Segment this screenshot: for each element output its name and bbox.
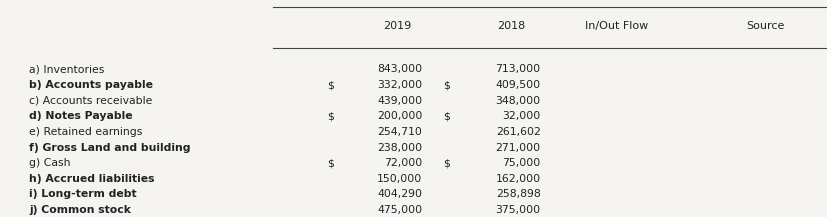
- Text: 258,898: 258,898: [495, 189, 540, 199]
- Text: $: $: [442, 111, 449, 121]
- Text: $: $: [327, 158, 333, 168]
- Text: $: $: [327, 111, 333, 121]
- Text: h) Accrued liabilities: h) Accrued liabilities: [29, 174, 155, 184]
- Text: $: $: [442, 158, 449, 168]
- Text: 404,290: 404,290: [377, 189, 422, 199]
- Text: 162,000: 162,000: [495, 174, 540, 184]
- Text: 439,000: 439,000: [377, 96, 422, 106]
- Text: 75,000: 75,000: [502, 158, 540, 168]
- Text: a) Inventories: a) Inventories: [29, 64, 104, 74]
- Text: 348,000: 348,000: [495, 96, 540, 106]
- Text: 254,710: 254,710: [377, 127, 422, 137]
- Text: j) Common stock: j) Common stock: [29, 205, 131, 215]
- Text: d) Notes Payable: d) Notes Payable: [29, 111, 132, 121]
- Text: $: $: [442, 80, 449, 90]
- Text: b) Accounts payable: b) Accounts payable: [29, 80, 153, 90]
- Text: g) Cash: g) Cash: [29, 158, 70, 168]
- Text: i) Long-term debt: i) Long-term debt: [29, 189, 136, 199]
- Text: 375,000: 375,000: [495, 205, 540, 215]
- Text: c) Accounts receivable: c) Accounts receivable: [29, 96, 152, 106]
- Text: 200,000: 200,000: [376, 111, 422, 121]
- Text: Source: Source: [746, 21, 784, 31]
- Text: 713,000: 713,000: [495, 64, 540, 74]
- Text: f) Gross Land and building: f) Gross Land and building: [29, 143, 190, 153]
- Text: 150,000: 150,000: [376, 174, 422, 184]
- Text: $: $: [327, 80, 333, 90]
- Text: 2018: 2018: [497, 21, 525, 31]
- Text: 238,000: 238,000: [377, 143, 422, 153]
- Text: 843,000: 843,000: [377, 64, 422, 74]
- Text: 32,000: 32,000: [502, 111, 540, 121]
- Text: 475,000: 475,000: [377, 205, 422, 215]
- Text: 332,000: 332,000: [377, 80, 422, 90]
- Text: In/Out Flow: In/Out Flow: [585, 21, 648, 31]
- Text: 2019: 2019: [383, 21, 411, 31]
- Text: 409,500: 409,500: [495, 80, 540, 90]
- Text: e) Retained earnings: e) Retained earnings: [29, 127, 142, 137]
- Text: 261,602: 261,602: [495, 127, 540, 137]
- Text: 72,000: 72,000: [384, 158, 422, 168]
- Text: 271,000: 271,000: [495, 143, 540, 153]
